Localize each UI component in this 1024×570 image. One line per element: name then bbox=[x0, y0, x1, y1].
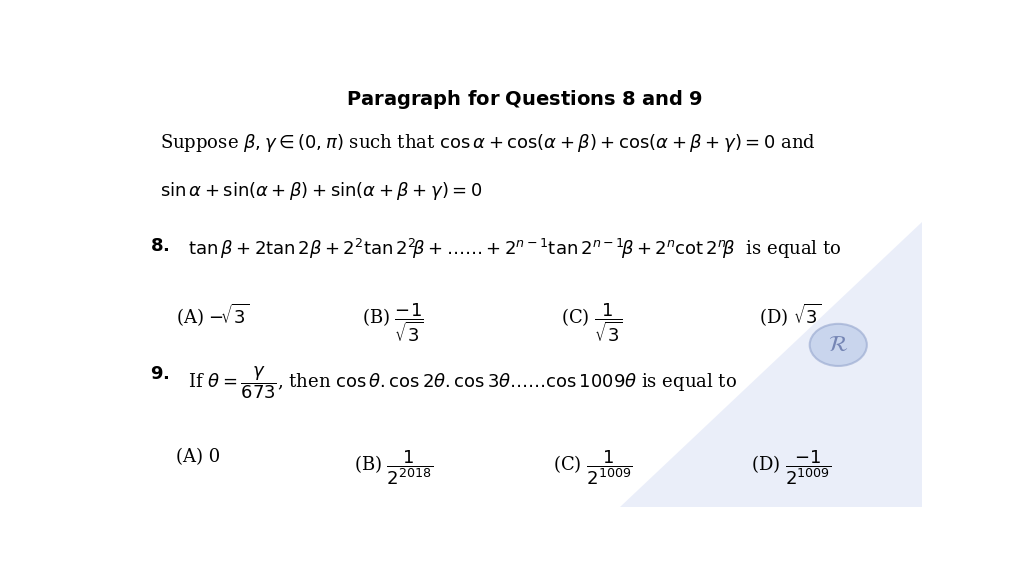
Polygon shape bbox=[620, 222, 922, 507]
Text: (C) $\dfrac{1}{\sqrt{3}}$: (C) $\dfrac{1}{\sqrt{3}}$ bbox=[560, 301, 623, 344]
Text: $\sin\alpha + \sin(\alpha+\beta) + \sin(\alpha+\beta+\gamma) = 0$: $\sin\alpha + \sin(\alpha+\beta) + \sin(… bbox=[160, 180, 482, 202]
Text: (C) $\dfrac{1}{2^{1009}}$: (C) $\dfrac{1}{2^{1009}}$ bbox=[553, 448, 632, 487]
Text: (A) 0: (A) 0 bbox=[176, 448, 220, 466]
Ellipse shape bbox=[810, 324, 867, 366]
Text: If $\theta = \dfrac{\gamma}{673}$, then $\cos\theta.\cos2\theta.\cos3\theta\ldot: If $\theta = \dfrac{\gamma}{673}$, then … bbox=[188, 365, 737, 401]
Text: $\mathcal{R}$: $\mathcal{R}$ bbox=[828, 334, 848, 356]
Text: (B) $\dfrac{1}{2^{2018}}$: (B) $\dfrac{1}{2^{2018}}$ bbox=[354, 448, 433, 487]
Text: $\mathbf{8.}$: $\mathbf{8.}$ bbox=[151, 237, 170, 255]
Text: (A) $-\!\sqrt{3}$: (A) $-\!\sqrt{3}$ bbox=[176, 301, 249, 328]
Text: $\mathbf{Paragraph\ for\ Questions\ 8\ and\ 9}$: $\mathbf{Paragraph\ for\ Questions\ 8\ a… bbox=[346, 88, 703, 111]
Text: (D) $\sqrt{3}$: (D) $\sqrt{3}$ bbox=[759, 301, 821, 328]
Text: $\mathbf{9.}$: $\mathbf{9.}$ bbox=[151, 365, 170, 382]
Text: (D) $\dfrac{-1}{2^{1009}}$: (D) $\dfrac{-1}{2^{1009}}$ bbox=[751, 448, 831, 487]
Text: Suppose $\beta,\gamma\in(0,\pi)$ such that $\cos\alpha + \cos(\alpha+\beta) + \c: Suppose $\beta,\gamma\in(0,\pi)$ such th… bbox=[160, 132, 815, 154]
Text: (B) $\dfrac{-1}{\sqrt{3}}$: (B) $\dfrac{-1}{\sqrt{3}}$ bbox=[362, 301, 424, 344]
Text: $\tan\beta + 2\tan2\beta + 2^2\tan2^2\!\beta + \ldots\ldots+ 2^{n-1}\tan2^{n-1}\: $\tan\beta + 2\tan2\beta + 2^2\tan2^2\!\… bbox=[188, 237, 842, 262]
